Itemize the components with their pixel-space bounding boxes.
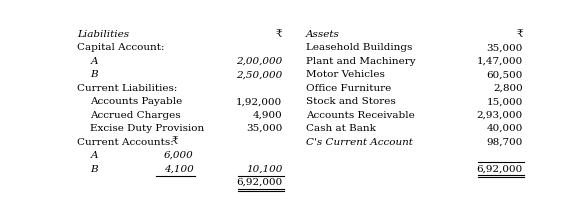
Text: Liabilities: Liabilities: [77, 30, 130, 39]
Text: ₹: ₹: [276, 30, 282, 39]
Text: Cash at Bank: Cash at Bank: [306, 124, 376, 133]
Text: 4,900: 4,900: [253, 111, 282, 120]
Text: Motor Vehicles: Motor Vehicles: [306, 70, 384, 79]
Text: 4,100: 4,100: [163, 165, 193, 174]
Text: 2,93,000: 2,93,000: [476, 111, 523, 120]
Text: 1,47,000: 1,47,000: [476, 57, 523, 66]
Text: Assets: Assets: [306, 30, 340, 39]
Text: 35,000: 35,000: [246, 124, 282, 133]
Text: Current Accounts:: Current Accounts:: [77, 138, 174, 147]
Text: Excise Duty Provision: Excise Duty Provision: [90, 124, 205, 133]
Text: 35,000: 35,000: [486, 43, 523, 52]
Text: Leasehold Buildings: Leasehold Buildings: [306, 43, 412, 52]
Text: 15,000: 15,000: [486, 97, 523, 106]
Text: Accounts Payable: Accounts Payable: [90, 97, 183, 106]
Text: 98,700: 98,700: [486, 138, 523, 147]
Text: 1,92,000: 1,92,000: [236, 97, 282, 106]
Text: Office Furniture: Office Furniture: [306, 84, 391, 93]
Text: A: A: [90, 151, 98, 160]
Text: Accrued Charges: Accrued Charges: [90, 111, 181, 120]
Text: Stock and Stores: Stock and Stores: [306, 97, 396, 106]
Text: 2,00,000: 2,00,000: [236, 57, 282, 66]
Text: ₹: ₹: [171, 138, 178, 147]
Text: 6,000: 6,000: [163, 151, 193, 160]
Text: 2,800: 2,800: [493, 84, 523, 93]
Text: C's Current Account: C's Current Account: [306, 138, 413, 147]
Text: B: B: [90, 70, 98, 79]
Text: A: A: [90, 57, 98, 66]
Text: Current Liabilities:: Current Liabilities:: [77, 84, 178, 93]
Text: 6,92,000: 6,92,000: [236, 178, 282, 187]
Text: 60,500: 60,500: [486, 70, 523, 79]
Text: 6,92,000: 6,92,000: [476, 165, 523, 174]
Text: 2,50,000: 2,50,000: [236, 70, 282, 79]
Text: Plant and Machinery: Plant and Machinery: [306, 57, 415, 66]
Text: 40,000: 40,000: [486, 124, 523, 133]
Text: 10,100: 10,100: [246, 165, 282, 174]
Text: Capital Account:: Capital Account:: [77, 43, 165, 52]
Text: B: B: [90, 165, 98, 174]
Text: ₹: ₹: [516, 30, 523, 39]
Text: Accounts Receivable: Accounts Receivable: [306, 111, 414, 120]
